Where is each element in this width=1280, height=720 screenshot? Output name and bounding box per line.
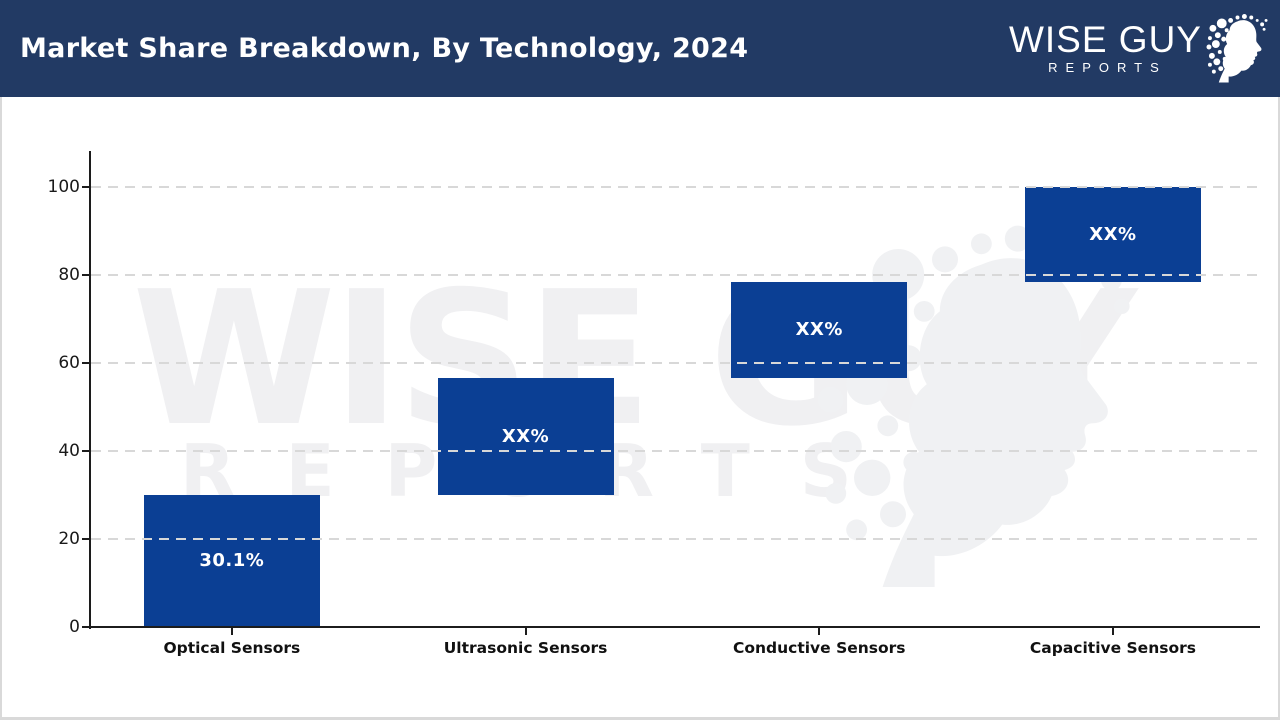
x-category-label-0: Optical Sensors xyxy=(163,639,301,657)
gridline-40 xyxy=(91,450,1258,452)
x-tick-mark-2 xyxy=(818,628,821,635)
y-tick-mark-60 xyxy=(82,362,90,364)
gridline-100 xyxy=(91,186,1258,188)
bar-value-label: XX% xyxy=(501,425,550,447)
bar-value-label: 30.1% xyxy=(199,550,265,572)
chart-area: WISE GUY REPORTS 02040608010030.1%Optica… xyxy=(0,97,1280,720)
x-tick-mark-1 xyxy=(524,628,527,635)
page-title: Market Share Breakdown, By Technology, 2… xyxy=(20,33,749,64)
x-category-label-2: Conductive Sensors xyxy=(732,639,906,657)
y-tick-label-100: 100 xyxy=(47,177,80,197)
x-tick-mark-0 xyxy=(230,628,233,635)
y-tick-label-40: 40 xyxy=(58,441,80,461)
x-category-label-3: Capacitive Sensors xyxy=(1029,639,1196,657)
bar-ultrasonic-sensors: XX% xyxy=(437,378,614,495)
wiseguy-head-icon xyxy=(1206,14,1268,83)
y-tick-label-20: 20 xyxy=(58,529,80,549)
y-tick-mark-80 xyxy=(82,274,90,276)
x-axis-line xyxy=(89,626,1260,628)
bar-value-label: XX% xyxy=(1089,223,1137,245)
y-tick-mark-100 xyxy=(82,186,90,188)
plot-region: 0 20 40 60 80 100 30.1% Optical Sensors XX% Ultra… xyxy=(2,97,1280,720)
wiseguy-logo: WISE GUY REPORTS xyxy=(1009,6,1270,90)
y-tick-label-60: 60 xyxy=(58,353,80,373)
gridline-80 xyxy=(91,274,1258,276)
bar-capacitive-sensors: XX% xyxy=(1024,187,1201,282)
y-tick-label-0: 0 xyxy=(69,617,80,637)
y-tick-mark-20 xyxy=(82,538,90,540)
logo-text: WISE GUY REPORTS xyxy=(1008,19,1202,75)
x-tick-mark-3 xyxy=(1111,628,1114,635)
bar-value-label: XX% xyxy=(795,319,843,341)
y-tick-mark-40 xyxy=(82,450,90,452)
gridline-20 xyxy=(91,538,1258,540)
gridline-60 xyxy=(91,362,1258,364)
bar-optical-sensors: 30.1% xyxy=(143,494,320,627)
logo-reports-text: REPORTS xyxy=(1048,59,1167,75)
y-tick-label-80: 80 xyxy=(58,265,80,285)
y-axis-line xyxy=(89,151,91,629)
y-tick-mark-0 xyxy=(82,626,90,628)
logo-wiseguy-text: WISE GUY xyxy=(1008,19,1202,61)
header-bar: Market Share Breakdown, By Technology, 2… xyxy=(0,0,1280,97)
x-category-label-1: Ultrasonic Sensors xyxy=(443,639,608,657)
